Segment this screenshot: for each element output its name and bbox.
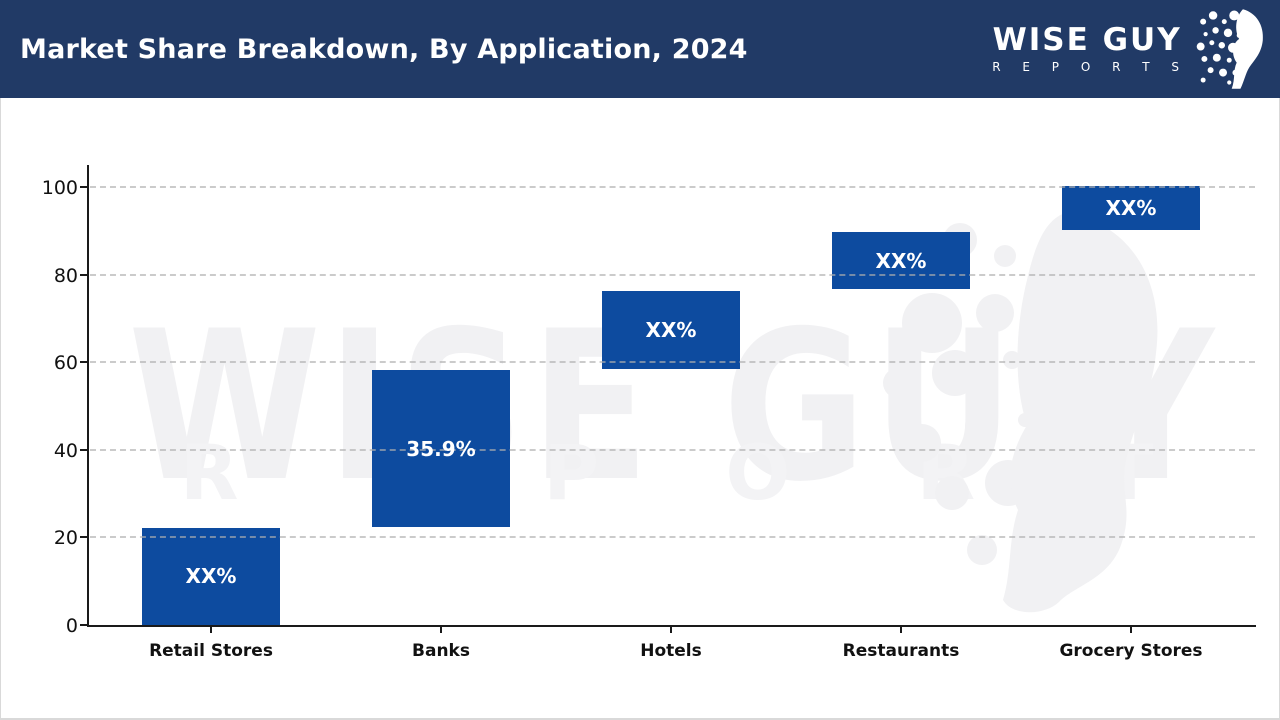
x-axis-label: Grocery Stores: [1059, 641, 1203, 661]
y-tick-mark: [80, 448, 88, 451]
bar-banks: [372, 370, 510, 528]
x-axis-line: [87, 625, 1256, 627]
y-tick-mark: [80, 273, 88, 276]
bar-grocery-stores: [1062, 185, 1200, 230]
y-axis-line: [87, 165, 89, 627]
bar-value-label: XX%: [645, 317, 697, 342]
chart-area: WISE GU Y R E P O R T S XX% Retail Stores…: [0, 98, 1280, 720]
y-tick-label: 60: [53, 352, 78, 375]
bar-hotels: [602, 290, 740, 369]
x-axis-label: Retail Stores: [149, 641, 273, 661]
brand-text: WISE GUY R E P O R T S: [986, 22, 1188, 74]
brand-logo: WISE GUY R E P O R T S: [986, 8, 1266, 90]
y-tick-label: 80: [53, 264, 78, 287]
y-tick-mark: [80, 536, 88, 539]
y-tick-label: 100: [41, 177, 78, 199]
brand-face-icon: [1196, 9, 1263, 89]
x-tick-mark: [440, 625, 442, 633]
y-tick-label: 0: [65, 615, 78, 637]
brand-subtitle: R E P O R T S: [992, 60, 1188, 74]
bar-value-label: XX%: [875, 248, 927, 273]
gridline-100: [90, 186, 1255, 188]
y-tick-mark: [80, 186, 88, 188]
y-tick-mark: [80, 624, 88, 626]
brand-name: WISE GUY: [992, 22, 1182, 58]
y-tick-label: 40: [53, 439, 78, 462]
page-border-left: [0, 98, 1, 720]
x-tick-mark: [210, 625, 212, 633]
gridline-60: [90, 361, 1255, 364]
bar-value-label: XX%: [1105, 195, 1157, 220]
x-axis-label: Hotels: [640, 641, 702, 661]
gridline-80: [90, 273, 1255, 276]
x-tick-mark: [900, 625, 902, 633]
y-tick-mark: [80, 361, 88, 364]
bar-restaurants: [832, 231, 970, 290]
watermark-face-icon: [879, 213, 1158, 613]
y-tick-label: 20: [53, 527, 78, 550]
gridline-20: [90, 536, 1255, 539]
x-axis-label: Restaurants: [842, 641, 960, 661]
x-tick-mark: [1130, 625, 1132, 633]
bar-retail-stores: [142, 527, 280, 625]
x-axis-label: Banks: [412, 641, 470, 661]
page-border-bottom: [0, 718, 1280, 720]
page-title: Market Share Breakdown, By Application, …: [20, 33, 748, 65]
bar-value-label: XX%: [185, 564, 237, 589]
gridline-40: [90, 448, 1255, 451]
x-tick-mark: [670, 625, 672, 633]
bar-value-label: 35.9%: [406, 436, 476, 461]
header: Market Share Breakdown, By Application, …: [0, 0, 1280, 98]
